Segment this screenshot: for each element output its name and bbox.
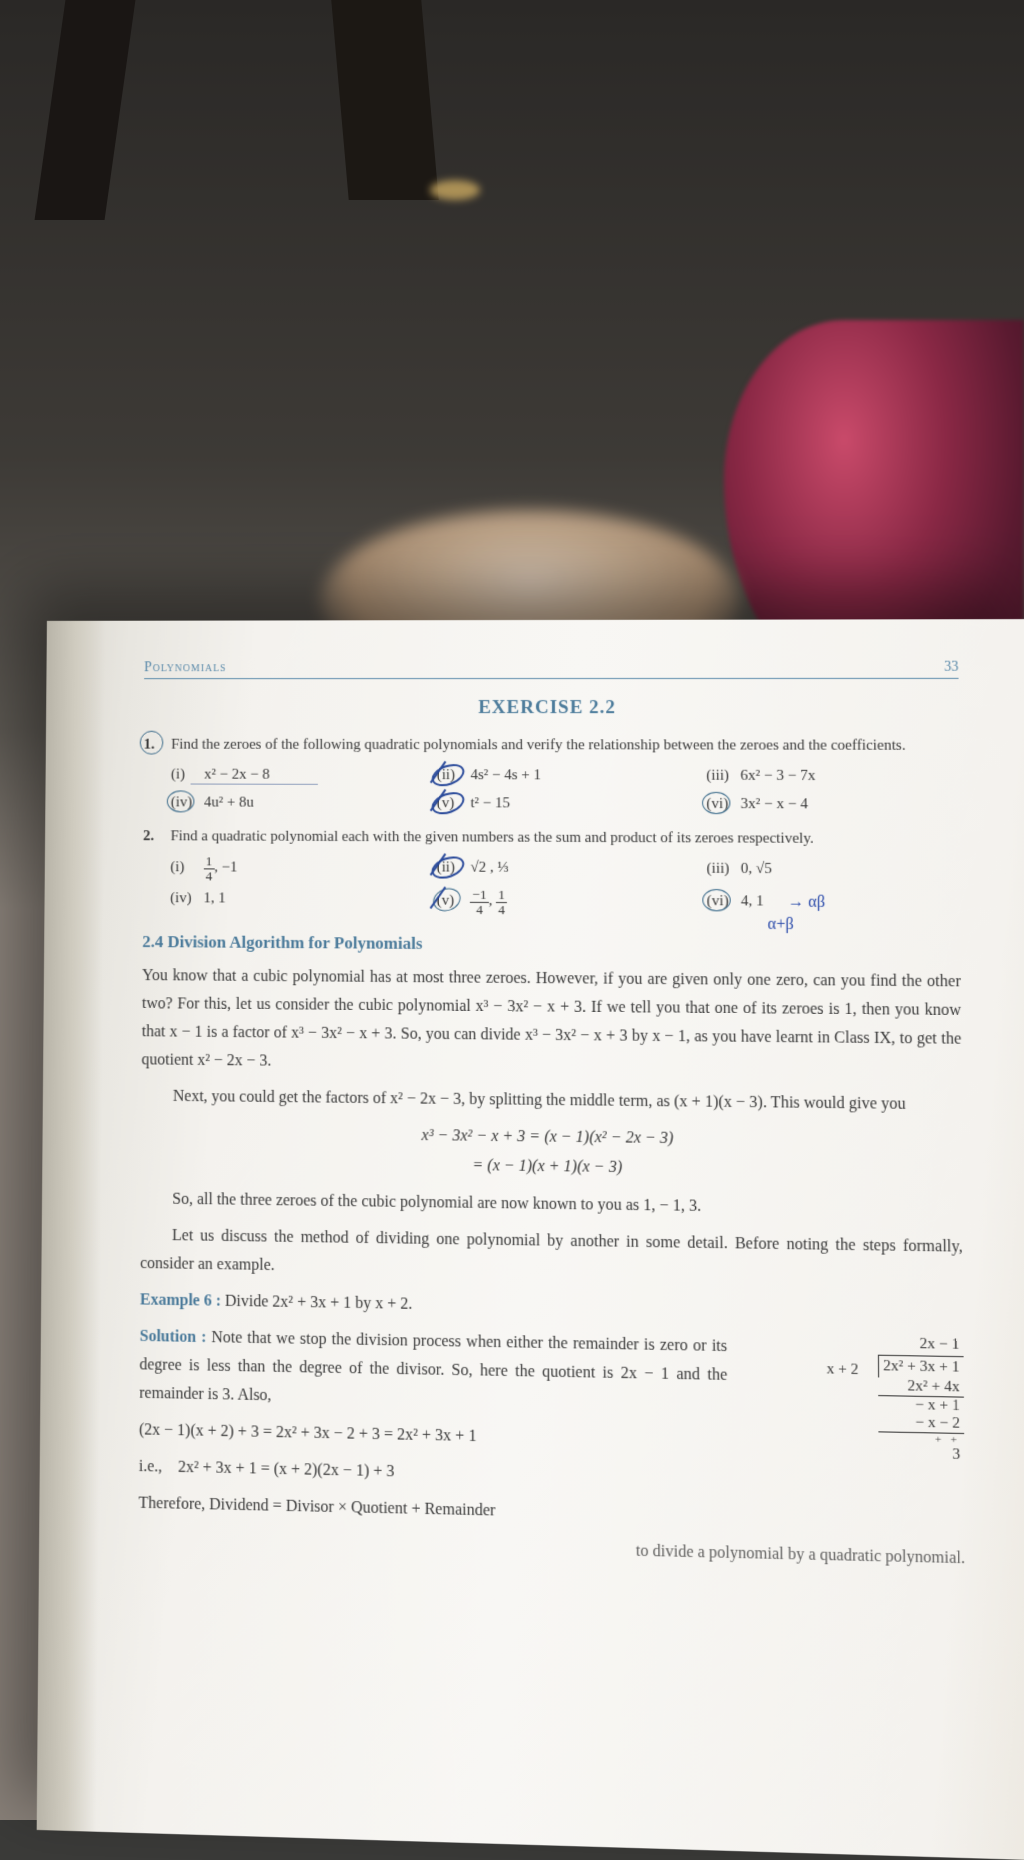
quotient: 2x − 1: [878, 1335, 964, 1357]
option-expr: 4u² + 8u: [204, 795, 254, 811]
option-val: −1: [222, 860, 238, 876]
question-2: 2. Find a quadratic polynomial each with…: [143, 824, 960, 851]
frac-num: −1: [470, 888, 488, 903]
q1-opt-i: (i) x² − 2x − 8: [171, 763, 417, 788]
q1-options: (i) x² − 2x − 8 (ii) 4s² − 4s + 1 (iii) …: [171, 763, 960, 817]
frac-den: 4: [496, 903, 507, 917]
option-expr: 3x² − x − 4: [741, 796, 808, 812]
solution-row: Solution : Note that we stop the divisio…: [139, 1322, 965, 1506]
div-step: − x − 2: [878, 1413, 964, 1433]
div-step: 2x² + 4x: [878, 1377, 964, 1397]
q2-opt-i: (i) 14, −1: [170, 854, 416, 883]
option-expr: √2 , ⅓: [470, 860, 508, 876]
div-remainder: − x + 1: [878, 1396, 964, 1415]
option-expr: 4, 1: [741, 893, 764, 909]
section-title: Division Algorithm for Polynomials: [167, 932, 422, 953]
page-number: 33: [944, 660, 958, 676]
question-text: Find a quadratic polynomial each with th…: [170, 824, 959, 851]
q1-opt-ii: (ii) 4s² − 4s + 1: [437, 763, 686, 788]
question-text: Find the zeroes of the following quadrat…: [171, 733, 959, 758]
paragraph: So, all the three zeroes of the cubic po…: [141, 1185, 963, 1225]
page-header: Polynomials 33: [144, 660, 958, 679]
paragraph: Let us discuss the method of dividing on…: [140, 1221, 963, 1290]
long-division: 2x − 1 x + 2 2x² + 3x + 1 2x² + 4x − x +…: [758, 1333, 965, 1464]
question-1: 1. Find the zeroes of the following quad…: [144, 733, 960, 758]
equation-lead: i.e.,: [139, 1457, 163, 1475]
frac-num: 1: [204, 854, 215, 869]
q2-opt-iii: (iii) 0, √5: [707, 857, 961, 887]
example-text: Divide 2x² + 3x + 1 by x + 2.: [225, 1292, 412, 1312]
floor-debris: [430, 180, 480, 200]
q2-opt-iv: (iv) 1, 1: [170, 886, 417, 915]
q2-opt-ii: (ii) √2 , ⅓: [437, 855, 687, 884]
chapter-name: Polynomials: [144, 660, 226, 676]
q1-opt-iii: (iii) 6x² − 3 − 7x: [706, 764, 959, 789]
q1-opt-vi: (vi) 3x² − x − 4: [706, 792, 959, 817]
section-number: 2.4: [142, 932, 163, 951]
chair-leg: [331, 0, 438, 200]
option-expr: 0, √5: [741, 861, 772, 877]
frac-den: 4: [204, 869, 215, 883]
q2-opt-v: (v) −14, 14: [437, 888, 687, 918]
equation-line: i.e., 2x² + 3x + 1 = (x + 2)(2x − 1) + 3: [139, 1452, 728, 1493]
q2-opt-vi: (vi) 4, 1 → αβ α+β: [707, 889, 961, 919]
option-expr: x² − 2x − 8: [204, 767, 270, 783]
q1-opt-iv: (iv) 4u² + 8u: [171, 790, 417, 815]
divisor: x + 2: [827, 1361, 859, 1379]
dividend: 2x² + 3x + 1: [878, 1355, 964, 1378]
frac-num: 1: [496, 888, 507, 903]
solution-label: Solution :: [140, 1327, 207, 1345]
equation-line: (2x − 1)(x + 2) + 3 = 2x² + 3x − 2 + 3 =…: [139, 1416, 728, 1456]
equation: 2x² + 3x + 1 = (x + 2)(2x − 1) + 3: [178, 1458, 394, 1480]
q1-opt-v: (v) t² − 15: [437, 791, 687, 816]
q2-options: (i) 14, −1 (ii) √2 , ⅓ (iii) 0, √5 (iv) …: [170, 854, 960, 919]
textbook-page: Polynomials 33 EXERCISE 2.2 1. Find the …: [37, 619, 1024, 1860]
exercise-title: EXERCISE 2.2: [144, 697, 959, 719]
option-expr: t² − 15: [470, 795, 510, 811]
div-final: 3: [879, 1444, 965, 1463]
paragraph: You know that a cubic polynomial has at …: [141, 962, 961, 1083]
equation-block: x³ − 3x² − x + 3 = (x − 1)(x² − 2x − 3) …: [141, 1119, 963, 1188]
option-expr: 1, 1: [203, 890, 225, 906]
example-label: Example 6 :: [140, 1291, 221, 1310]
question-number: 2.: [143, 824, 171, 848]
option-expr: 6x² − 3 − 7x: [740, 768, 815, 784]
solution-text: Note that we stop the division process w…: [139, 1329, 727, 1404]
question-list: 1. Find the zeroes of the following quad…: [143, 733, 961, 919]
option-expr: 4s² − 4s + 1: [470, 767, 541, 783]
example-line: Example 6 : Divide 2x² + 3x + 1 by x + 2…: [140, 1286, 964, 1328]
handwritten-note: α+β: [768, 912, 794, 938]
section-heading: 2.4 Division Algorithm for Polynomials: [142, 932, 960, 958]
solution-paragraph: Solution : Note that we stop the divisio…: [139, 1322, 727, 1418]
paragraph: Next, you could get the factors of x² − …: [141, 1082, 962, 1119]
frac-den: 4: [470, 902, 488, 916]
question-number: 1.: [144, 733, 172, 757]
